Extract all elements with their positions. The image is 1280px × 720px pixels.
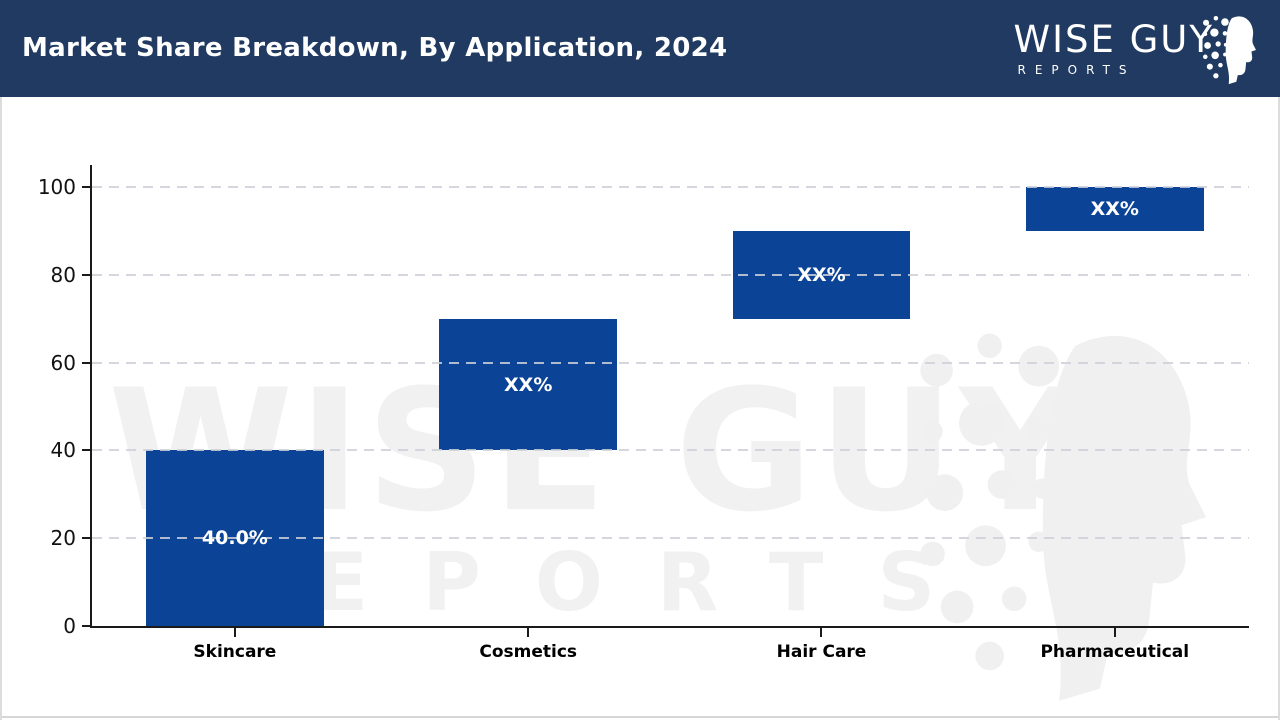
- logo-subtitle: REPORTS: [1017, 62, 1136, 77]
- y-tick-label: 40: [50, 438, 76, 463]
- header-bar: Market Share Breakdown, By Application, …: [0, 0, 1280, 97]
- plot-area: 40.0% Skincare XX% Cosmetics XX% Hair Care XX%…: [82, 165, 1249, 662]
- x-category-label: Hair Care: [776, 642, 867, 662]
- logo-wordmark-group: WISE GUY REPORTS: [1014, 21, 1214, 77]
- logo-wordmark: WISE GUY: [1013, 17, 1214, 61]
- y-tick-label: 20: [50, 526, 76, 551]
- gridline: [92, 185, 1249, 188]
- y-axis-labels: 0 20 40 60 80 100: [2, 165, 76, 636]
- y-tick-mark: [82, 449, 90, 452]
- gridline: [92, 449, 1249, 452]
- y-tick-mark: [82, 625, 90, 627]
- logo-face-icon: [1200, 12, 1256, 85]
- y-tick-label: 0: [63, 614, 76, 638]
- x-tick-mark: [233, 628, 236, 637]
- x-tick-mark: [527, 628, 530, 637]
- y-tick-mark: [82, 361, 90, 364]
- x-category-label: Skincare: [193, 642, 277, 662]
- x-category-label: Pharmaceutical: [1040, 642, 1190, 662]
- x-tick-mark: [820, 628, 823, 637]
- bottom-divider: [2, 716, 1278, 718]
- y-tick-label: 100: [37, 174, 76, 199]
- gridline: [92, 273, 1249, 276]
- bar-value-label: XX%: [504, 373, 553, 396]
- x-category-label: Cosmetics: [479, 642, 578, 662]
- bar-segment: [1025, 186, 1204, 231]
- y-tick-label: 60: [50, 350, 76, 375]
- wise-guy-logo: WISE GUY REPORTS: [1014, 12, 1256, 85]
- y-tick-mark: [82, 537, 90, 540]
- x-tick-mark: [1113, 628, 1116, 637]
- gridline: [92, 361, 1249, 364]
- bar-value-label: XX%: [1090, 197, 1139, 220]
- gridline: [92, 537, 1249, 540]
- y-tick-mark: [82, 273, 90, 276]
- y-tick-label: 80: [50, 262, 76, 287]
- bar-value-label: 40.0%: [201, 527, 268, 550]
- bar-segment: [439, 318, 617, 451]
- y-tick-mark: [82, 185, 90, 188]
- bar-value-label: XX%: [797, 263, 846, 286]
- page-title: Market Share Breakdown, By Application, …: [22, 32, 728, 63]
